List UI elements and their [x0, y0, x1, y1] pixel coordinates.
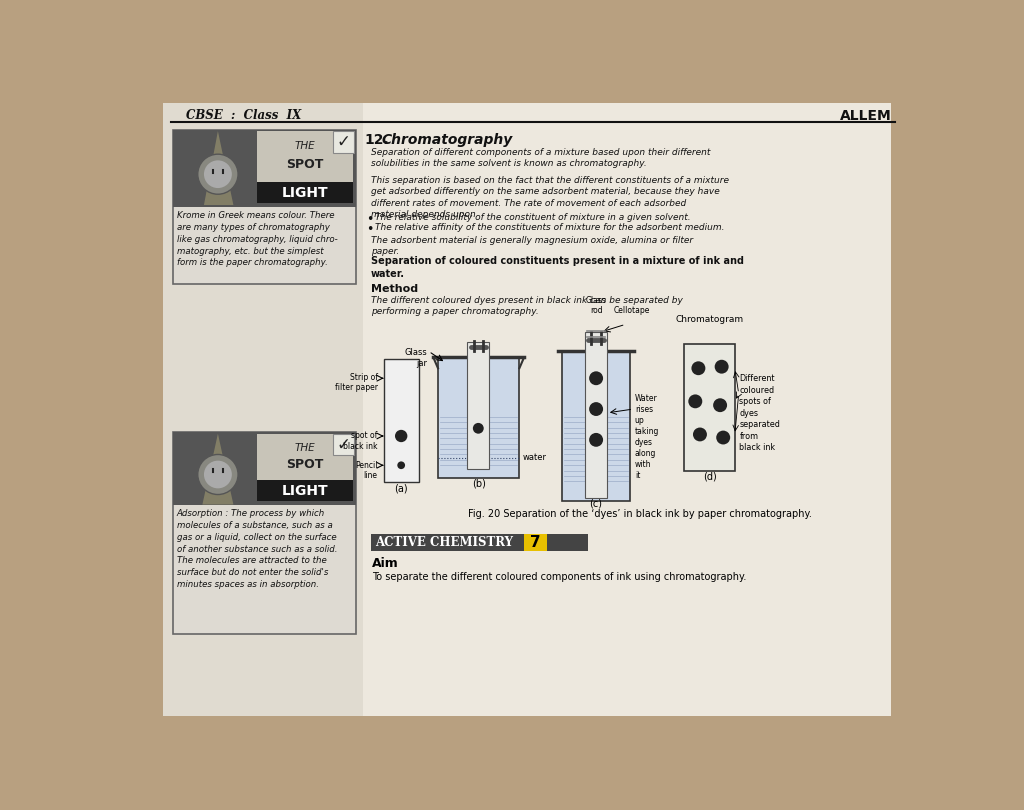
Bar — [257, 433, 352, 481]
Bar — [173, 130, 356, 207]
Circle shape — [589, 371, 603, 386]
Circle shape — [397, 462, 406, 469]
Text: Water
rises
up
taking
dyes
along
with
it: Water rises up taking dyes along with it — [635, 394, 659, 480]
Text: LIGHT: LIGHT — [282, 185, 328, 200]
Text: Krome in Greek means colour. There
are many types of chromatography
like gas chr: Krome in Greek means colour. There are m… — [177, 211, 338, 267]
Text: (a): (a) — [394, 484, 408, 493]
Circle shape — [716, 431, 730, 445]
Circle shape — [473, 423, 483, 433]
Text: Separation of different components of a mixture based upon their different
solub: Separation of different components of a … — [371, 148, 710, 168]
Circle shape — [204, 461, 231, 488]
Text: Adsorption : The process by which
molecules of a substance, such as a
gas or a l: Adsorption : The process by which molecu… — [177, 509, 337, 589]
Bar — [333, 131, 354, 152]
Circle shape — [715, 360, 729, 373]
Text: SPOT: SPOT — [286, 158, 324, 171]
Text: Glass
jar: Glass jar — [404, 348, 427, 368]
Circle shape — [713, 399, 727, 412]
Bar — [524, 534, 547, 551]
Bar — [163, 104, 362, 716]
Bar — [467, 342, 489, 469]
Bar — [684, 343, 735, 471]
Polygon shape — [204, 131, 233, 205]
Text: The different coloured dyes present in black ink can be separated by
performing : The different coloured dyes present in b… — [371, 296, 682, 317]
Circle shape — [198, 454, 238, 495]
Bar — [257, 131, 352, 183]
Text: 12.: 12. — [365, 133, 389, 147]
Circle shape — [688, 394, 702, 408]
Text: The relative affinity of the constituents of mixture for the adsorbent medium.: The relative affinity of the constituent… — [375, 224, 725, 232]
Text: CBSE  :  Class  IX: CBSE : Class IX — [186, 109, 301, 122]
Text: •: • — [366, 224, 374, 237]
Text: LIGHT: LIGHT — [282, 484, 328, 497]
Text: ✓: ✓ — [337, 436, 350, 454]
Bar — [257, 182, 352, 203]
Text: 7: 7 — [530, 535, 541, 550]
Text: THE: THE — [294, 442, 315, 453]
Text: water: water — [522, 453, 547, 462]
Text: The relative solubility of the constituent of mixture in a given solvent.: The relative solubility of the constitue… — [375, 213, 691, 222]
Text: Strip of
filter paper: Strip of filter paper — [335, 373, 378, 392]
Text: ALLEM: ALLEM — [840, 109, 891, 122]
Text: Fig. 20 Separation of the ‘dyes’ in black ink by paper chromatography.: Fig. 20 Separation of the ‘dyes’ in blac… — [468, 509, 811, 519]
Polygon shape — [203, 433, 233, 505]
Text: Chromatogram: Chromatogram — [676, 315, 743, 324]
Text: spot of
black ink: spot of black ink — [343, 432, 378, 451]
Bar — [384, 359, 419, 482]
Circle shape — [395, 430, 408, 442]
Bar — [333, 433, 354, 455]
Circle shape — [589, 433, 603, 447]
Text: THE: THE — [294, 142, 315, 151]
Text: This separation is based on the fact that the different constituents of a mixtur: This separation is based on the fact tha… — [371, 176, 728, 219]
Bar — [257, 480, 352, 501]
Circle shape — [693, 428, 707, 441]
Text: •: • — [366, 213, 374, 226]
Bar — [173, 433, 356, 505]
Text: To separate the different coloured components of ink using chromatography.: To separate the different coloured compo… — [372, 573, 746, 582]
Circle shape — [204, 160, 231, 188]
Text: Different
coloured
spots of
dyes
separated
from
black ink: Different coloured spots of dyes separat… — [739, 374, 780, 452]
Bar — [562, 352, 630, 501]
Bar — [586, 332, 607, 497]
Circle shape — [198, 154, 238, 194]
Text: Method: Method — [371, 284, 418, 293]
Bar — [371, 534, 588, 551]
Circle shape — [691, 361, 706, 375]
Text: The adsorbent material is generally magnesium oxide, alumina or filter
paper.: The adsorbent material is generally magn… — [371, 236, 692, 256]
Text: ACTIVE CHEMISTRY: ACTIVE CHEMISTRY — [375, 535, 513, 548]
Text: (d): (d) — [702, 472, 717, 482]
Text: SPOT: SPOT — [286, 458, 324, 471]
Text: (b): (b) — [472, 478, 485, 488]
Text: Aim: Aim — [372, 557, 399, 570]
Text: ✓: ✓ — [337, 133, 350, 151]
Bar — [438, 357, 519, 479]
Circle shape — [589, 402, 603, 416]
Text: Separation of coloured constituents present in a mixture of ink and
water.: Separation of coloured constituents pres… — [371, 256, 743, 279]
Text: Cellotape: Cellotape — [613, 306, 650, 315]
Bar — [173, 130, 356, 284]
Text: Pencil
line: Pencil line — [355, 461, 378, 480]
Text: (c): (c) — [590, 499, 602, 509]
Text: Glass
rod: Glass rod — [586, 296, 606, 315]
Text: Chromatography: Chromatography — [381, 133, 513, 147]
Bar — [173, 433, 356, 634]
